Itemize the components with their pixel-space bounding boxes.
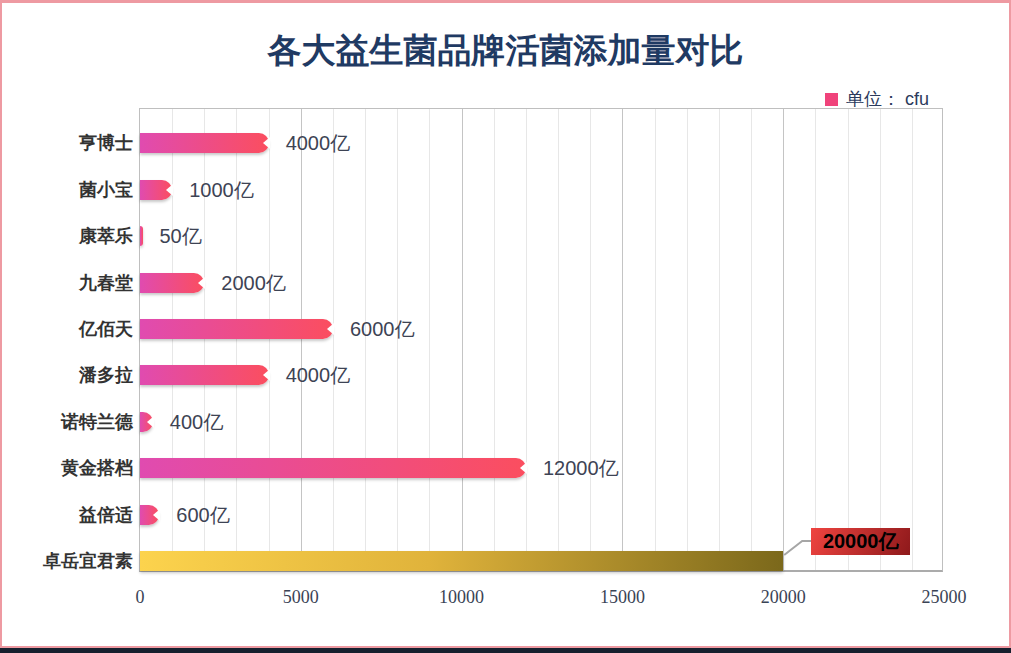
x-tick-label: 5000	[283, 587, 319, 608]
x-tick-label: 20000	[761, 587, 806, 608]
plot-area: 0500010000150002000025000亨博士4000亿菌小宝1000…	[139, 108, 943, 572]
legend-swatch-icon	[825, 93, 838, 106]
category-label: 潘多拉	[0, 362, 133, 388]
category-label: 亨博士	[0, 130, 133, 156]
x-tick-label: 15000	[600, 587, 645, 608]
category-label: 黄金搭档	[0, 455, 133, 481]
category-label: 卓岳宜君素	[0, 548, 133, 574]
category-label: 亿佰天	[0, 316, 133, 342]
callout-line	[140, 109, 944, 573]
highlight-value-label: 20000亿	[811, 528, 910, 555]
x-tick-label: 25000	[922, 587, 967, 608]
category-label: 益倍适	[0, 502, 133, 528]
category-label: 康萃乐	[0, 223, 133, 249]
category-label: 九春堂	[0, 270, 133, 296]
category-label: 诺特兰德	[0, 409, 133, 435]
chart-title: 各大益生菌品牌活菌添加量对比	[2, 28, 1009, 74]
x-tick-label: 0	[136, 587, 145, 608]
x-tick-label: 10000	[439, 587, 484, 608]
chart-page: 各大益生菌品牌活菌添加量对比 单位： cfu 05000100001500020…	[0, 0, 1011, 648]
category-label: 菌小宝	[0, 177, 133, 203]
